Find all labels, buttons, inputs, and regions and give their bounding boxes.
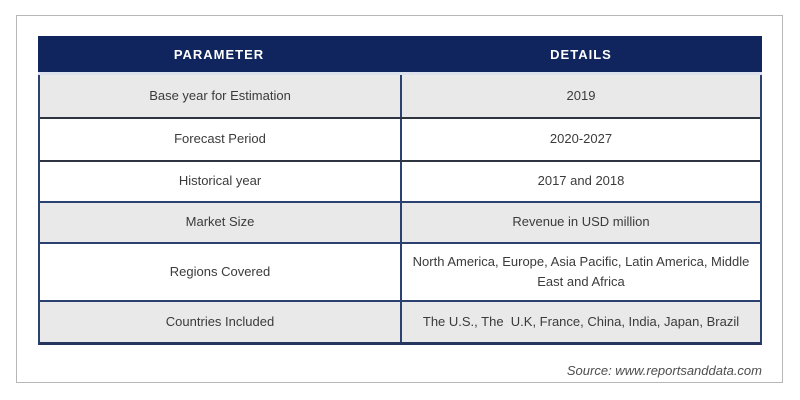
parameter-label: Countries Included [165,313,275,329]
parameter-cell: Base year for Estimation [40,75,400,117]
parameter-cell: Market Size [40,203,400,242]
details-value: North America, Europe, Asia Pacific, Lat… [412,253,753,289]
table-row: Base year for Estimation 2019 [40,75,760,117]
parameter-label: Forecast Period [174,131,266,147]
details-cell: North America, Europe, Asia Pacific, Lat… [400,244,760,300]
header-cell-details: DETAILS [550,46,612,62]
parameter-label: Regions Covered [169,263,271,279]
details-cell: 2020-2027 [400,119,760,160]
details-cell: 2019 [400,75,760,117]
table-row: Countries Included The U.S., The U.K, Fr… [40,300,760,342]
details-value: Revenue in USD million [512,214,650,230]
details-cell: The U.S., The U.K, France, China, India,… [400,302,760,342]
table-header-row: PARAMETER DETAILS [38,36,762,75]
details-value: 2019 [566,87,596,103]
details-value: 2017 and 2018 [537,173,625,189]
header-cell-parameter: PARAMETER [173,46,265,62]
table-row: Forecast Period 2020-2027 [40,117,760,160]
parameter-label: Base year for Estimation [149,87,291,103]
table-row: Market Size Revenue in USD million [40,201,760,242]
table-card: PARAMETER DETAILS Base year for Estimati… [16,15,783,383]
details-value: The U.S., The U.K, France, China, India,… [422,313,740,329]
source-attribution: Source: www.reportsanddata.com [566,363,762,378]
table-body: Base year for Estimation 2019 Forecast P… [38,75,762,345]
details-cell: 2017 and 2018 [400,162,760,201]
details-value: 2020-2027 [549,131,613,147]
parameter-cell: Regions Covered [40,244,400,300]
table-row: Regions Covered North America, Europe, A… [40,242,760,300]
table-row: Historical year 2017 and 2018 [40,160,760,201]
parameters-table: PARAMETER DETAILS Base year for Estimati… [38,36,762,345]
parameter-cell: Forecast Period [40,119,400,160]
parameter-label: Historical year [178,173,262,189]
parameter-label: Market Size [185,214,255,230]
parameter-cell: Countries Included [40,302,400,342]
details-cell: Revenue in USD million [400,203,760,242]
parameter-cell: Historical year [40,162,400,201]
